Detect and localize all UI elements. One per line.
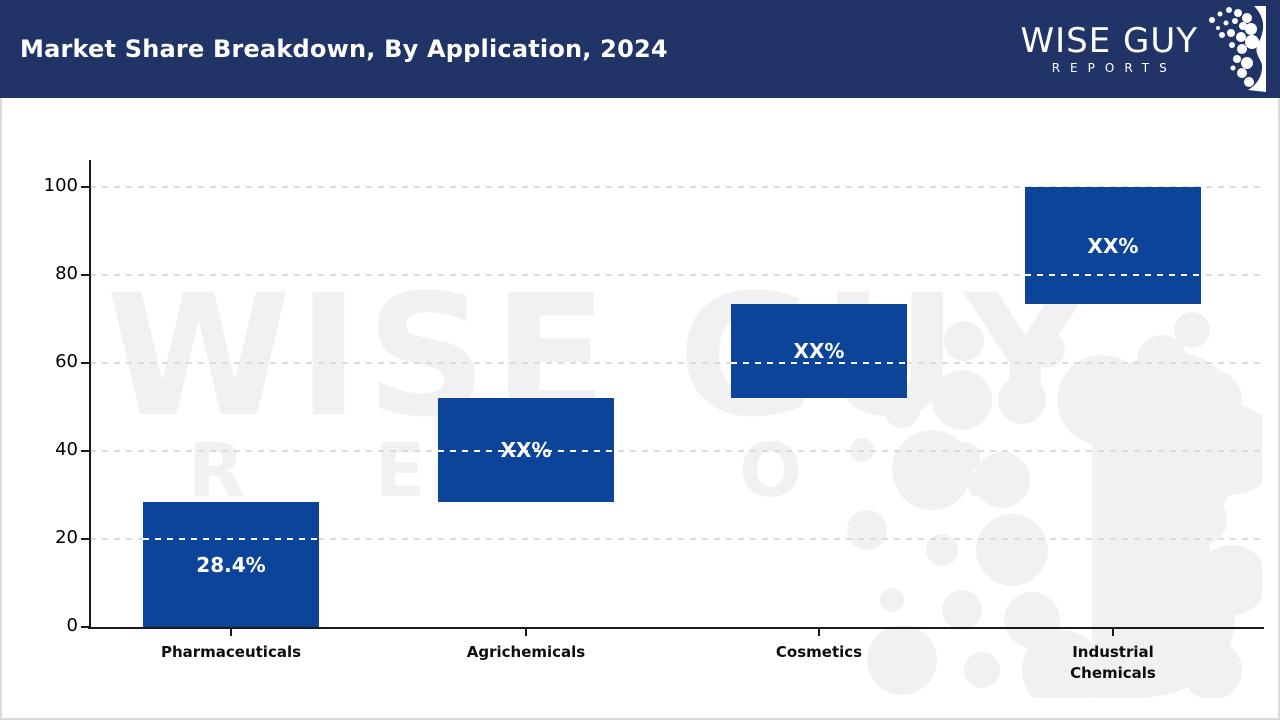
- bar-value-label: XX%: [1087, 233, 1139, 258]
- x-category-label: Industrial Chemicals: [1070, 643, 1156, 682]
- wise-guy-logo: WISE GUY REPORTS: [1020, 6, 1280, 92]
- x-tick-mark: [525, 629, 527, 636]
- y-tick-label: 40: [55, 439, 78, 460]
- y-tick-label: 0: [66, 615, 78, 636]
- y-tick-label: 60: [55, 351, 78, 372]
- y-axis-line: [89, 160, 91, 629]
- y-tick-mark: [81, 186, 90, 188]
- header-bar: Market Share Breakdown, By Application, …: [0, 0, 1280, 98]
- logo-subtitle: REPORTS: [1051, 60, 1177, 75]
- x-tick-mark: [1112, 629, 1114, 636]
- gridline-over-bar: [438, 449, 614, 452]
- y-gridline: [90, 186, 1264, 188]
- logo-wordmark: WISE GUY: [1020, 20, 1198, 61]
- gridline-over-bar: [731, 361, 907, 364]
- bar-segment: XX%: [438, 398, 614, 503]
- y-tick-mark: [81, 274, 90, 276]
- y-tick-mark: [81, 538, 90, 540]
- y-gridline: [90, 538, 1264, 540]
- bar-value-label: XX%: [793, 339, 845, 364]
- y-tick-label: 20: [55, 527, 78, 548]
- y-tick-label: 80: [55, 263, 78, 284]
- bar-value-label: XX%: [500, 438, 552, 463]
- bar-segment: XX%: [1025, 187, 1201, 305]
- page-title: Market Share Breakdown, By Application, …: [20, 35, 668, 63]
- y-tick-mark: [81, 362, 90, 364]
- y-gridline: [90, 362, 1264, 364]
- x-axis-line: [88, 627, 1264, 629]
- logo-face-icon: [1209, 6, 1266, 92]
- y-tick-mark: [81, 450, 90, 452]
- x-category-label: Agrichemicals: [466, 643, 586, 661]
- chart-canvas: WISE GUY R E P O R T S 02040608010028.4%…: [0, 98, 1280, 720]
- y-tick-label: 100: [43, 175, 78, 196]
- logo-text: WISE GUY REPORTS: [1020, 24, 1198, 75]
- bar-segment: 28.4%: [143, 502, 319, 627]
- y-gridline: [90, 274, 1264, 276]
- y-tick-mark: [81, 626, 90, 628]
- x-category-label: Pharmaceuticals: [160, 643, 302, 661]
- x-category-label: Cosmetics: [775, 643, 863, 661]
- x-tick-mark: [818, 629, 820, 636]
- y-gridline: [90, 450, 1264, 452]
- gridline-over-bar: [143, 537, 319, 540]
- bar-value-label: 28.4%: [196, 552, 266, 577]
- bar-segment: XX%: [731, 304, 907, 399]
- x-tick-mark: [230, 629, 232, 636]
- gridline-over-bar: [1025, 274, 1201, 276]
